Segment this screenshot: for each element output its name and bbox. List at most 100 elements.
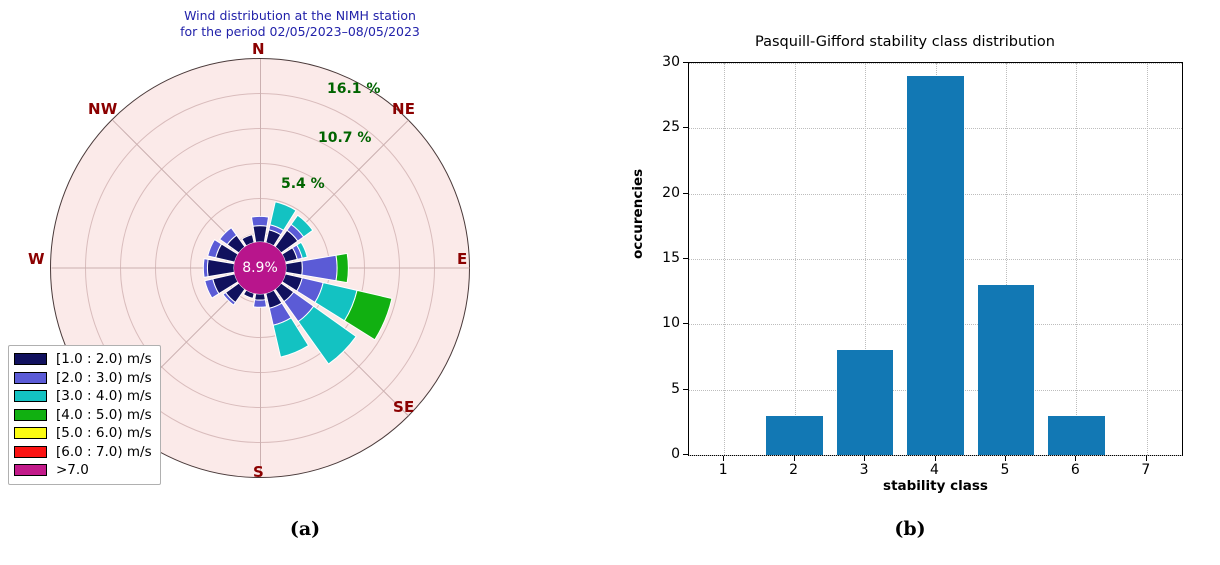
- x-tick-label: 3: [859, 462, 869, 478]
- y-gridline: [689, 455, 1182, 456]
- x-tick-label: 4: [930, 462, 939, 478]
- bar: [1048, 415, 1105, 455]
- radial-tick-label-16: 16.1 %: [327, 81, 381, 97]
- subfigure-caption-a: (a): [289, 518, 321, 540]
- wind-rose-title: Wind distribution at the NIMH station fo…: [180, 8, 420, 39]
- y-tick-mark: [683, 62, 688, 63]
- legend-label: [5.0 : 6.0) m/s: [56, 425, 152, 442]
- y-tick-label: 30: [662, 54, 680, 70]
- y-tick-label: 20: [662, 184, 680, 201]
- wind-rose-petal-segment: [202, 258, 209, 278]
- wind-speed-legend: [1.0 : 2.0) m/s [2.0 : 3.0) m/s [3.0 : 4…: [8, 345, 161, 485]
- y-tick-mark: [683, 388, 688, 390]
- y-tick-mark: [683, 454, 688, 455]
- y-tick-mark: [683, 192, 688, 194]
- x-tick-mark: [934, 456, 936, 461]
- bar-chart-title: Pasquill-Gifford stability class distrib…: [755, 34, 1055, 50]
- legend-item: [2.0 : 3.0) m/s: [14, 369, 152, 388]
- y-tick-label: 10: [662, 315, 680, 332]
- wind-rose-petal-segment: [285, 260, 303, 276]
- legend-swatch-icon: [14, 445, 47, 458]
- legend-swatch-icon: [14, 427, 47, 440]
- x-tick-mark: [723, 456, 725, 461]
- x-gridline: [1005, 63, 1007, 455]
- y-tick-label: 0: [671, 446, 680, 462]
- calm-percentage-label: 8.9%: [234, 242, 286, 294]
- direction-label-e: E: [457, 250, 468, 268]
- y-tick-label: 15: [662, 250, 680, 266]
- y-tick-mark: [683, 258, 688, 259]
- x-tick-label: 7: [1141, 462, 1151, 478]
- bar: [907, 76, 964, 455]
- legend-item: [4.0 : 5.0) m/s: [14, 406, 152, 425]
- wind-rose-petals: [202, 201, 393, 365]
- radial-tick-label-10: 10.7 %: [318, 130, 372, 146]
- legend-item: [5.0 : 6.0) m/s: [14, 424, 152, 443]
- x-gridline: [724, 63, 726, 455]
- wind-rose-petal-segment: [218, 226, 238, 246]
- x-tick-mark: [1004, 456, 1006, 461]
- wind-rose-petal-segment: [206, 258, 235, 278]
- wind-rose-petal-segment: [297, 305, 357, 365]
- stability-class-panel: Pasquill-Gifford stability class distrib…: [610, 0, 1220, 565]
- legend-item: [3.0 : 4.0) m/s: [14, 387, 152, 406]
- wind-rose-petal-segment: [250, 215, 270, 227]
- x-gridline: [1076, 63, 1078, 455]
- y-tick-mark: [683, 323, 688, 325]
- wind-rose-petal-segment: [272, 317, 310, 358]
- x-tick-mark: [793, 456, 795, 461]
- wind-rose-petal-segment: [252, 225, 268, 243]
- bar: [977, 285, 1035, 455]
- wind-rose-petal-segment: [269, 201, 297, 232]
- x-gridline: [1146, 63, 1148, 455]
- x-tick-label: 1: [718, 462, 728, 478]
- legend-label: [6.0 : 7.0) m/s: [56, 443, 152, 460]
- legend-label: [2.0 : 3.0) m/s: [56, 369, 152, 386]
- x-tick-label: 5: [1000, 462, 1010, 478]
- wind-rose-petal-segment: [296, 241, 308, 259]
- wind-rose-petal-segment: [252, 299, 268, 308]
- bar: [836, 350, 894, 455]
- wind-rose-panel: Wind distribution at the NIMH station fo…: [8, 8, 470, 485]
- direction-label-ne: NE: [392, 100, 416, 118]
- direction-label-nw: NW: [88, 100, 118, 118]
- legend-item: >7.0: [14, 461, 152, 480]
- legend-label: [1.0 : 2.0) m/s: [56, 351, 152, 368]
- direction-label-w: W: [28, 250, 45, 268]
- wind-rose-petal-segment: [222, 291, 237, 306]
- x-tick-label: 2: [789, 462, 799, 478]
- x-tick-mark: [864, 456, 866, 461]
- legend-label: >7.0: [56, 462, 89, 479]
- bar-chart-plot-area: [688, 62, 1183, 456]
- direction-label-s: S: [253, 463, 265, 481]
- legend-swatch-icon: [14, 408, 47, 421]
- wind-rose-petal-segment: [301, 254, 338, 282]
- bar: [766, 415, 823, 455]
- legend-item: [6.0 : 7.0) m/s: [14, 443, 152, 462]
- wind-rose-petal-segment: [335, 252, 349, 284]
- y-axis-label: occurencies: [630, 168, 646, 259]
- radial-tick-label-5: 5.4 %: [281, 176, 325, 192]
- x-tick-mark: [1145, 456, 1147, 461]
- legend-item: [1.0 : 2.0) m/s: [14, 350, 152, 369]
- y-tick-label: 25: [662, 119, 680, 136]
- y-tick-label: 5: [671, 380, 680, 397]
- subfigure-caption-b: (b): [894, 518, 926, 540]
- legend-label: [4.0 : 5.0) m/s: [56, 406, 152, 423]
- legend-label: [3.0 : 4.0) m/s: [56, 388, 152, 405]
- wind-rose-petal-segment: [254, 293, 266, 301]
- legend-swatch-icon: [14, 371, 47, 384]
- y-tick-mark: [683, 127, 688, 129]
- x-gridline: [865, 63, 867, 455]
- direction-label-se: SE: [393, 398, 415, 416]
- x-tick-label: 6: [1070, 462, 1080, 478]
- x-axis-label: stability class: [883, 478, 988, 494]
- legend-swatch-icon: [14, 464, 47, 477]
- x-gridline: [794, 63, 796, 455]
- direction-label-n: N: [252, 40, 265, 58]
- wind-rose-petal-segment: [290, 214, 314, 238]
- wind-rose-petal-segment: [343, 289, 393, 341]
- x-tick-mark: [1075, 456, 1077, 461]
- wind-rose-petal-segment: [204, 278, 220, 299]
